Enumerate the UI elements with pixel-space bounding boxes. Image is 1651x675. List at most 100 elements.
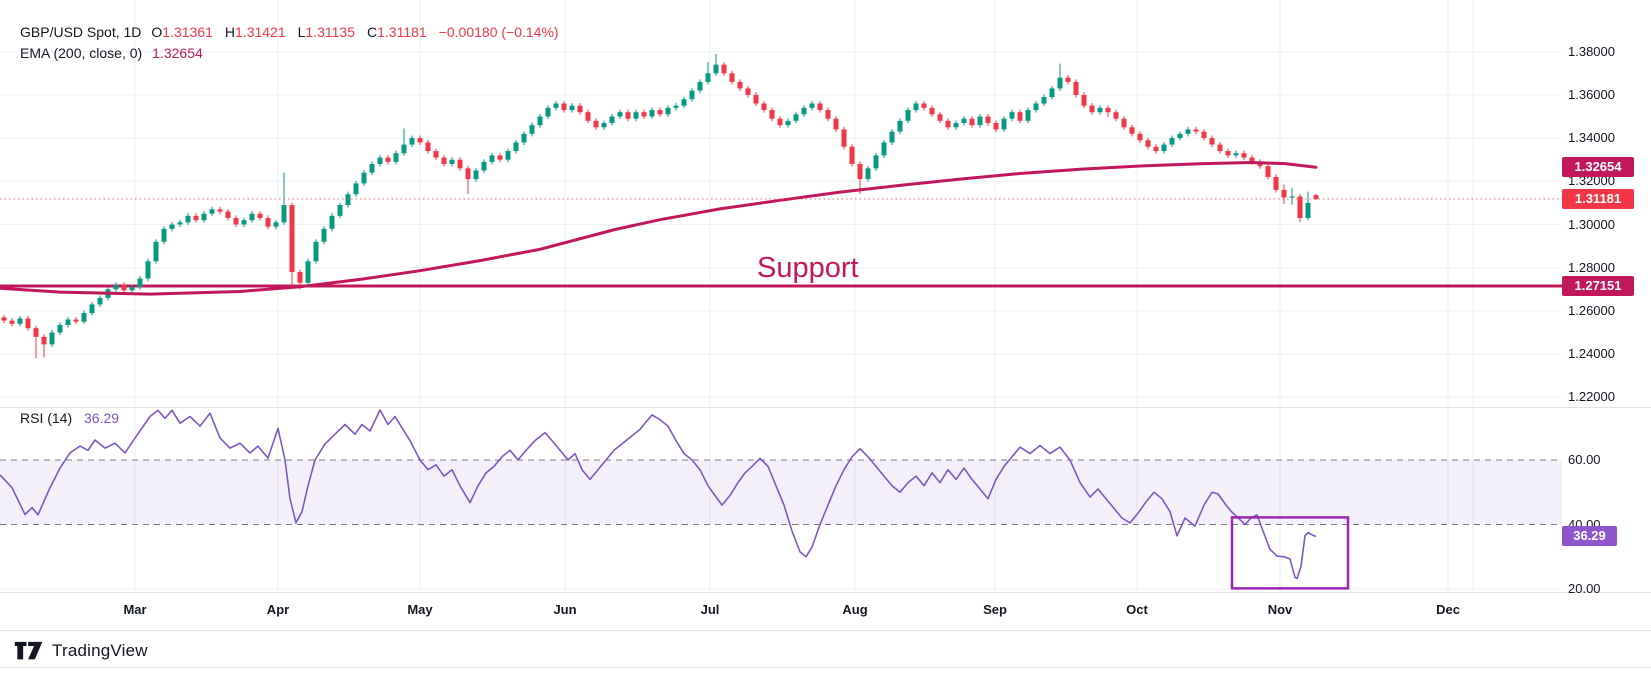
candle-body [1057, 77, 1063, 89]
candle-body [881, 142, 887, 156]
candle-body [561, 103, 567, 111]
ema-legend-row[interactable]: EMA (200, close, 0) 1.32654 [20, 43, 559, 64]
candle-body [1281, 189, 1287, 198]
candle-body [961, 118, 967, 123]
candle-body [129, 287, 135, 291]
candle-body [161, 228, 167, 242]
candle-body [417, 138, 423, 143]
price-axis-label: 1.22000 [1568, 389, 1615, 405]
symbol-title: GBP/USD Spot, 1D [20, 24, 142, 40]
candle-body [393, 153, 399, 162]
rsi-axis-label: 60.00 [1568, 452, 1601, 467]
candle-body [1177, 133, 1183, 139]
candle-body [193, 215, 199, 221]
price-axis-label: 1.24000 [1568, 346, 1615, 362]
candle-body [1305, 202, 1311, 219]
rsi-axis-label: 20.00 [1568, 581, 1601, 596]
candle-body [409, 138, 415, 145]
candle-body [217, 209, 223, 212]
chart-canvas[interactable] [0, 0, 1562, 592]
rsi-line[interactable] [0, 409, 1317, 580]
time-axis-label-jun[interactable]: Jun [553, 602, 577, 617]
candle-body [353, 183, 359, 195]
time-axis-label-may[interactable]: May [407, 602, 433, 617]
ema-label: EMA (200, close, 0) [20, 45, 143, 61]
rsi-band [0, 460, 1562, 525]
candle-body [81, 313, 87, 322]
candle-body [1153, 146, 1159, 152]
candle-body [1137, 133, 1143, 141]
price-axis-label: 1.34000 [1568, 130, 1615, 146]
price-axis-label: 1.36000 [1568, 86, 1615, 102]
candle-body [953, 122, 959, 128]
candle-body [97, 297, 103, 305]
candle-body [1089, 105, 1095, 113]
footer-top-border [0, 630, 1651, 631]
time-axis-label-nov[interactable]: Nov [1267, 602, 1293, 617]
candle-body [1185, 129, 1191, 134]
candle-body [649, 110, 655, 117]
rsi-legend[interactable]: RSI (14) 36.29 [20, 410, 119, 426]
candle-body [1297, 196, 1303, 219]
candle-body [1, 317, 7, 321]
candle-body [169, 224, 175, 229]
candle-body [545, 107, 551, 117]
time-axis-label-aug[interactable]: Aug [842, 602, 868, 617]
candle-body [137, 278, 143, 288]
candle-body [1241, 153, 1247, 158]
candle-body [441, 157, 447, 165]
support-price-badge: 1.27151 [1562, 276, 1634, 297]
rsi-highlight-box[interactable] [1230, 516, 1350, 590]
last-price-badge: 1.31181 [1562, 188, 1634, 209]
candle-body [809, 103, 815, 108]
time-axis-label-mar[interactable]: Mar [123, 602, 147, 617]
candle-body [673, 105, 679, 108]
chart-legend[interactable]: GBP/USD Spot, 1D O1.31361 H1.31421 L1.31… [20, 22, 559, 64]
pane-separator[interactable] [0, 407, 1651, 408]
candle-body [89, 304, 95, 314]
candle-body [305, 261, 311, 283]
candle-body [1209, 138, 1215, 145]
candle-body [1097, 107, 1103, 113]
candle-body [457, 159, 463, 169]
candle-body [145, 261, 151, 279]
candle-body [201, 213, 207, 221]
candle-body [1289, 196, 1295, 198]
candle-body [993, 122, 999, 130]
candle-body [1105, 107, 1111, 113]
candle-body [505, 151, 511, 160]
rsi-value-badge: 36.29 [1562, 526, 1617, 547]
candle-body [177, 222, 183, 225]
time-axis-border [0, 592, 1651, 593]
candle-body [185, 215, 191, 223]
candle-body [609, 116, 615, 123]
candle-body [945, 120, 951, 128]
time-axis-label-dec[interactable]: Dec [1436, 602, 1460, 617]
candle-body [241, 220, 247, 225]
tradingview-attribution[interactable]: TradingView [14, 638, 148, 664]
support-annotation-label[interactable]: Support [757, 252, 859, 284]
candle-body [593, 120, 599, 128]
candle-body [625, 112, 631, 119]
time-axis-label-oct[interactable]: Oct [1126, 602, 1148, 617]
candle-body [737, 81, 743, 89]
time-axis-label-apr[interactable]: Apr [266, 602, 290, 617]
candle-body [793, 114, 799, 121]
candle-body [1169, 138, 1175, 145]
candle-body [1113, 112, 1119, 119]
time-axis-label-sep[interactable]: Sep [983, 602, 1007, 617]
candle-body [1041, 97, 1047, 104]
candle-body [753, 94, 759, 104]
time-axis-label-jul[interactable]: Jul [700, 602, 720, 617]
candle-body [729, 73, 735, 82]
candle-body [1265, 166, 1271, 177]
candle-body [513, 142, 519, 152]
candle-body [65, 319, 71, 325]
rsi-value: 36.29 [84, 410, 120, 426]
ohlc-high: H1.31421 [224, 24, 286, 40]
ema-line[interactable] [0, 161, 1318, 296]
candle-body [913, 103, 919, 111]
candle-body [929, 107, 935, 115]
candle-body [617, 112, 623, 117]
candle-body [1129, 127, 1135, 134]
